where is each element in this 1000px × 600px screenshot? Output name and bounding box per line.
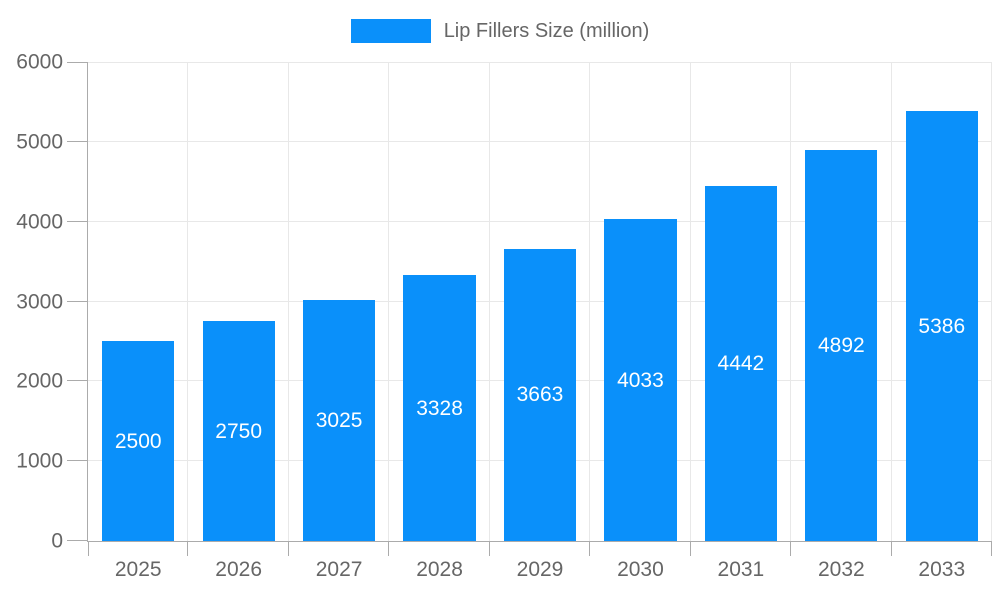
- x-gridline: [689, 62, 691, 541]
- bar-2029[interactable]: 3663: [503, 248, 577, 541]
- x-gridline: [388, 62, 390, 541]
- bar-2025[interactable]: 2500: [102, 341, 175, 541]
- bar-value-label: 4892: [817, 334, 865, 358]
- bar-value-label: 3328: [416, 396, 463, 420]
- x-axis-tick-label: 2031: [717, 558, 765, 581]
- x-gridline: [589, 62, 591, 541]
- x-tick-mark: [991, 541, 992, 556]
- y-axis-tick-label: 3000: [16, 290, 63, 313]
- x-axis-tick-label: 2028: [416, 558, 463, 581]
- y-axis-tick-label: 4000: [16, 210, 63, 234]
- y-tick-mark: [67, 540, 87, 541]
- x-gridline: [287, 62, 289, 541]
- y-axis-tick-label: 2000: [16, 369, 63, 393]
- y-tick-mark: [67, 460, 87, 462]
- x-axis-tick-label: 2027: [315, 558, 363, 581]
- legend-item[interactable]: Lip Fillers Size (million): [350, 19, 650, 43]
- bar-value-label: 4033: [617, 368, 664, 392]
- y-tick-mark: [67, 62, 87, 63]
- y-gridline: [88, 140, 992, 142]
- y-tick-mark: [67, 220, 87, 222]
- bar-2027[interactable]: 3025: [302, 299, 376, 541]
- legend-label: Lip Fillers Size (million): [443, 19, 650, 42]
- bar-value-label: 2750: [215, 419, 263, 443]
- bar-2032[interactable]: 4892: [805, 150, 878, 541]
- y-axis-tick-label: 5000: [16, 130, 63, 154]
- x-axis-tick-label: 2029: [516, 558, 564, 581]
- bar-value-label: 3663: [516, 383, 564, 407]
- y-tick-mark: [67, 380, 87, 382]
- x-tick-mark: [88, 541, 89, 556]
- x-gridline: [488, 62, 490, 541]
- x-axis-tick-label: 2030: [617, 558, 664, 581]
- x-gridline: [991, 62, 992, 541]
- x-axis-tick-label: 2025: [114, 558, 162, 581]
- x-tick-mark: [589, 541, 591, 556]
- bar-2033[interactable]: 5386: [905, 111, 978, 541]
- x-tick-mark: [890, 541, 892, 556]
- bar-value-label: 4442: [717, 352, 765, 376]
- y-gridline: [88, 62, 992, 63]
- x-tick-mark: [388, 541, 390, 556]
- bar-value-label: 5386: [918, 314, 966, 338]
- y-axis-tick-label: 1000: [16, 449, 63, 473]
- x-tick-mark: [187, 541, 189, 556]
- bar-2030[interactable]: 4033: [604, 219, 677, 541]
- y-gridline: [88, 220, 992, 222]
- x-gridline: [790, 62, 792, 541]
- x-tick-mark: [287, 541, 289, 556]
- legend-color-swatch: [350, 19, 431, 43]
- bar-2028[interactable]: 3328: [403, 275, 476, 541]
- y-tick-mark: [67, 140, 87, 142]
- y-axis-tick-label: 0: [51, 529, 63, 553]
- y-tick-mark: [67, 300, 87, 302]
- chart-legend: Lip Fillers Size (million): [0, 19, 1000, 43]
- x-tick-mark: [790, 541, 792, 556]
- x-gridline: [890, 62, 892, 541]
- x-tick-mark: [689, 541, 691, 556]
- x-axis-tick-label: 2032: [817, 558, 865, 581]
- x-axis-tick-label: 2033: [918, 558, 966, 581]
- bar-2026[interactable]: 2750: [202, 321, 275, 541]
- y-axis-tick-label: 6000: [16, 50, 63, 74]
- bar-value-label: 2500: [114, 429, 162, 453]
- plot-area: 0 1000 2000 3000 4000 5000 6000 2025 2026 2027 202…: [16, 52, 992, 580]
- x-tick-mark: [488, 541, 490, 556]
- x-gridline: [187, 62, 189, 541]
- bar-2031[interactable]: 4442: [704, 186, 778, 541]
- bar-value-label: 3025: [315, 408, 363, 432]
- x-axis-tick-label: 2026: [215, 558, 263, 581]
